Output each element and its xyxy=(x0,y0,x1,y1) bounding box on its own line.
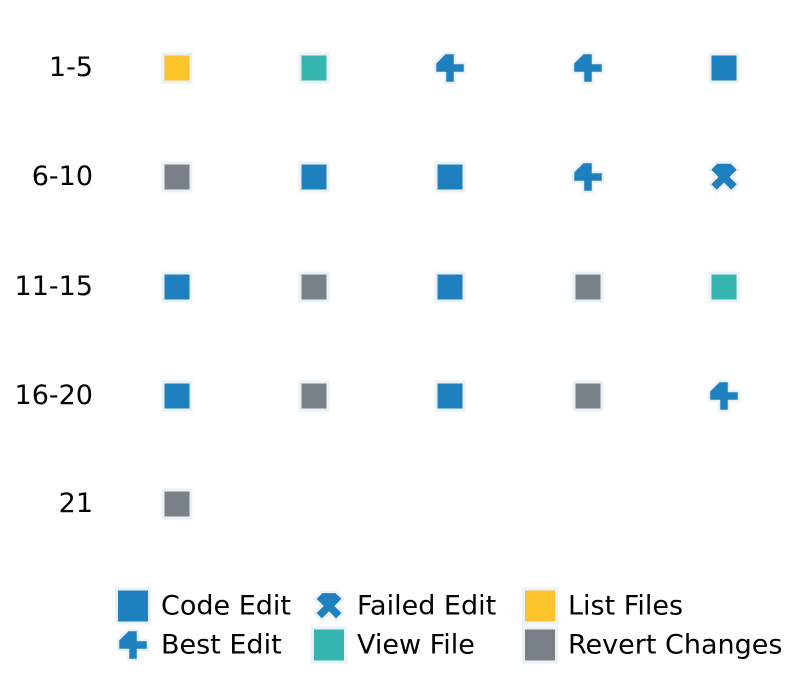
code-edit-marker-icon xyxy=(434,271,466,302)
y-axis-label: 1-5 xyxy=(48,51,93,83)
best-edit-marker-icon xyxy=(570,50,606,86)
code-edit-marker-icon xyxy=(708,52,740,84)
best-edit-legend-marker-icon xyxy=(115,625,151,666)
revert-changes-marker-icon xyxy=(572,380,604,412)
code-edit-marker-icon xyxy=(434,161,466,193)
legend-entry-view-file: View File xyxy=(311,626,475,664)
legend-entry-code-edit: Code Edit xyxy=(115,587,291,625)
list-files-marker-icon xyxy=(161,52,193,84)
legend-label: List Files xyxy=(568,590,684,622)
failed-edit-marker-icon xyxy=(706,159,743,196)
legend-entry-list-files: List Files xyxy=(522,587,684,625)
legend-label: Code Edit xyxy=(161,590,291,622)
view-file-legend-marker-icon xyxy=(311,626,347,664)
revert-changes-marker-icon xyxy=(161,488,193,520)
code-edit-marker-icon xyxy=(161,271,193,302)
legend-label: Best Edit xyxy=(161,629,282,661)
y-axis-label: 11-15 xyxy=(14,270,93,302)
view-file-marker-icon xyxy=(708,271,740,302)
revert-changes-marker-icon xyxy=(572,271,604,302)
code-edit-legend-marker-icon xyxy=(115,587,151,625)
code-edit-marker-icon xyxy=(434,380,466,412)
revert-changes-marker-icon xyxy=(298,271,330,302)
revert-changes-legend-marker-icon xyxy=(522,626,558,664)
best-edit-marker-icon xyxy=(570,159,606,195)
legend-entry-best-edit: Best Edit xyxy=(115,625,282,666)
revert-changes-marker-icon xyxy=(161,161,193,193)
y-axis-label: 21 xyxy=(58,487,93,519)
legend-entry-failed-edit: Failed Edit xyxy=(311,587,496,626)
list-files-legend-marker-icon xyxy=(522,587,558,625)
best-edit-marker-icon xyxy=(432,50,468,86)
failed-edit-legend-marker-icon xyxy=(311,587,347,626)
legend-entry-revert-changes: Revert Changes xyxy=(522,626,783,664)
y-axis-label: 16-20 xyxy=(14,379,93,411)
legend-label: Revert Changes xyxy=(568,629,783,661)
legend-label: Failed Edit xyxy=(357,590,497,622)
best-edit-marker-icon xyxy=(706,378,742,414)
code-edit-marker-icon xyxy=(298,161,330,193)
revert-changes-marker-icon xyxy=(298,380,330,412)
y-axis-label: 6-10 xyxy=(31,160,93,192)
view-file-marker-icon xyxy=(298,52,330,84)
code-edit-marker-icon xyxy=(161,380,193,412)
legend-label: View File xyxy=(357,629,475,661)
